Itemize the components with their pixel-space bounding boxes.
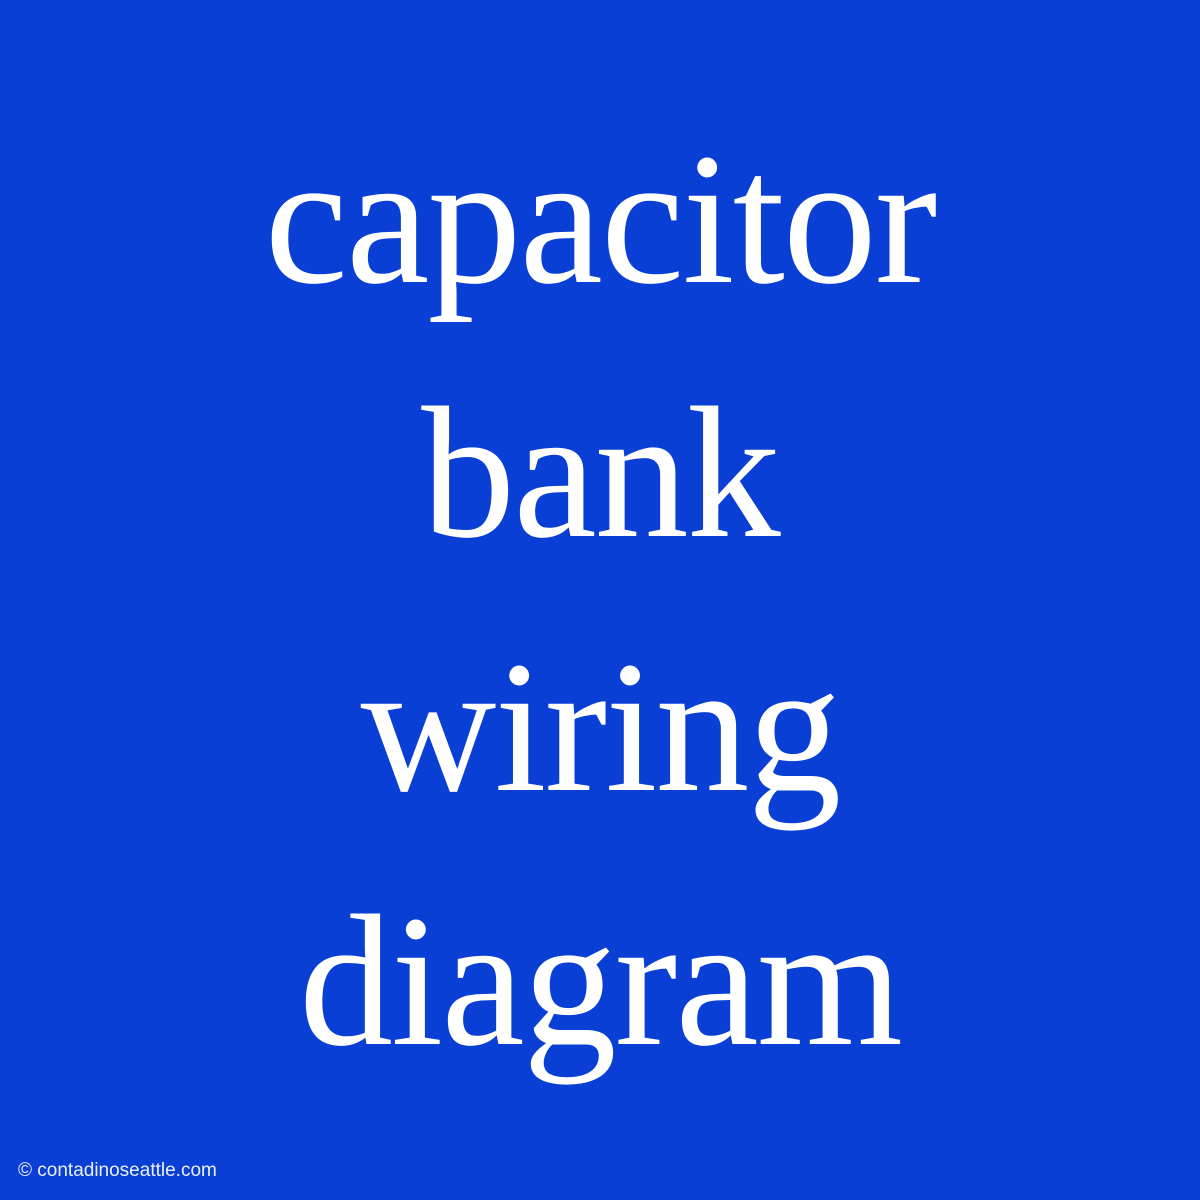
title-line-2: bank [265, 346, 936, 600]
main-title: capacitor bank wiring diagram [265, 92, 936, 1107]
attribution-text: © contadinoseattle.com [18, 1160, 217, 1182]
title-line-3: wiring [265, 600, 936, 854]
title-line-4: diagram [265, 854, 936, 1108]
title-line-1: capacitor [265, 92, 936, 346]
